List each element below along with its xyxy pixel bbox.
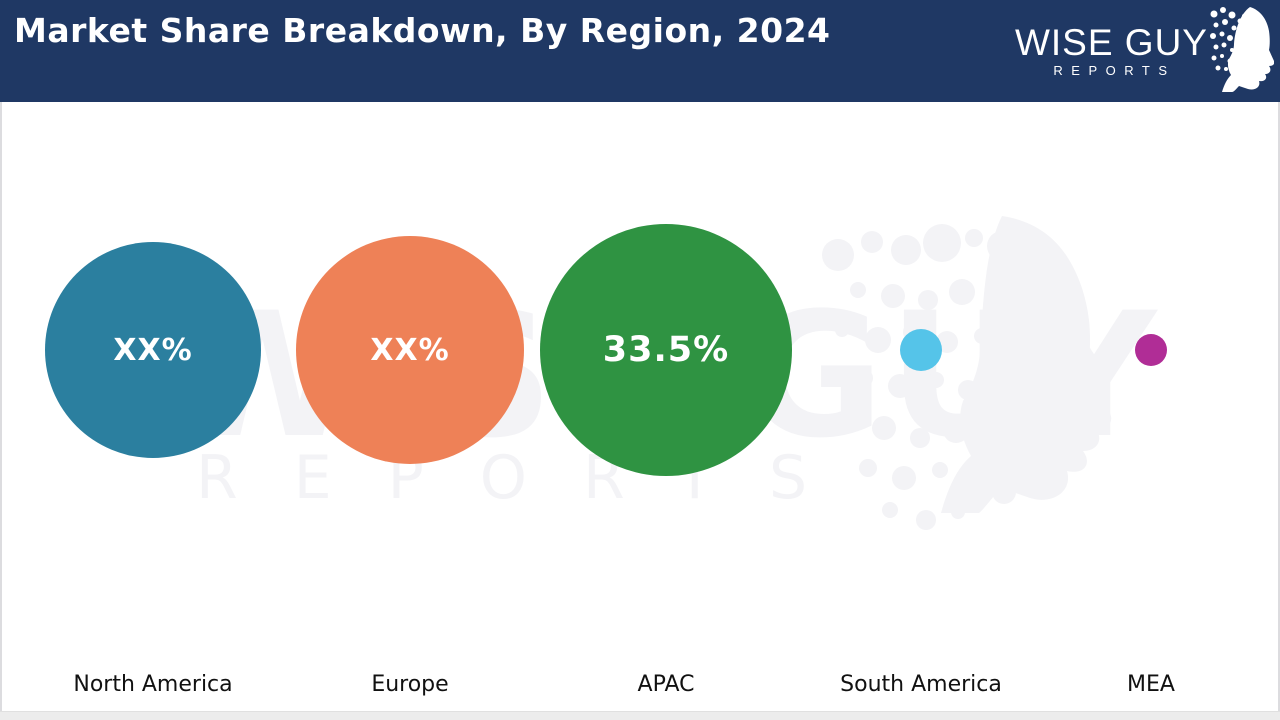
header-bar: Market Share Breakdown, By Region, 2024 … xyxy=(0,0,1280,102)
bubble-south-america xyxy=(900,329,942,371)
chart: WISE GUY REPORTS XX%N xyxy=(0,102,1280,712)
bubble-north-america: XX% xyxy=(45,242,261,458)
watermark-head-icon xyxy=(780,210,1180,576)
category-label-europe: Europe xyxy=(371,672,449,697)
bubble-europe: XX% xyxy=(296,236,524,464)
right-edge-line xyxy=(1278,102,1280,712)
category-label-north-america: North America xyxy=(73,672,233,697)
bottom-strip xyxy=(0,711,1280,720)
bubble-value-label: XX% xyxy=(370,332,450,368)
bubble-apac: 33.5% xyxy=(540,224,792,476)
logo-wordmark: WISE GUY xyxy=(1014,21,1208,63)
category-label-south-america: South America xyxy=(840,672,1002,697)
watermark-subtext: REPORTS xyxy=(196,443,864,513)
logo-text: WISE GUY REPORTS xyxy=(1014,21,1208,79)
page-title: Market Share Breakdown, By Region, 2024 xyxy=(14,11,831,50)
bubble-value-label: 33.5% xyxy=(602,330,730,370)
bubble-value-label: XX% xyxy=(113,332,193,368)
bubble-mea xyxy=(1135,334,1167,366)
brand-logo: WISE GUY REPORTS xyxy=(1014,4,1275,98)
wise-guy-head-icon xyxy=(1210,5,1275,97)
left-edge-line xyxy=(0,102,2,712)
category-label-mea: MEA xyxy=(1127,672,1175,697)
logo-subtext: REPORTS xyxy=(1053,63,1176,79)
category-label-apac: APAC xyxy=(637,672,695,697)
